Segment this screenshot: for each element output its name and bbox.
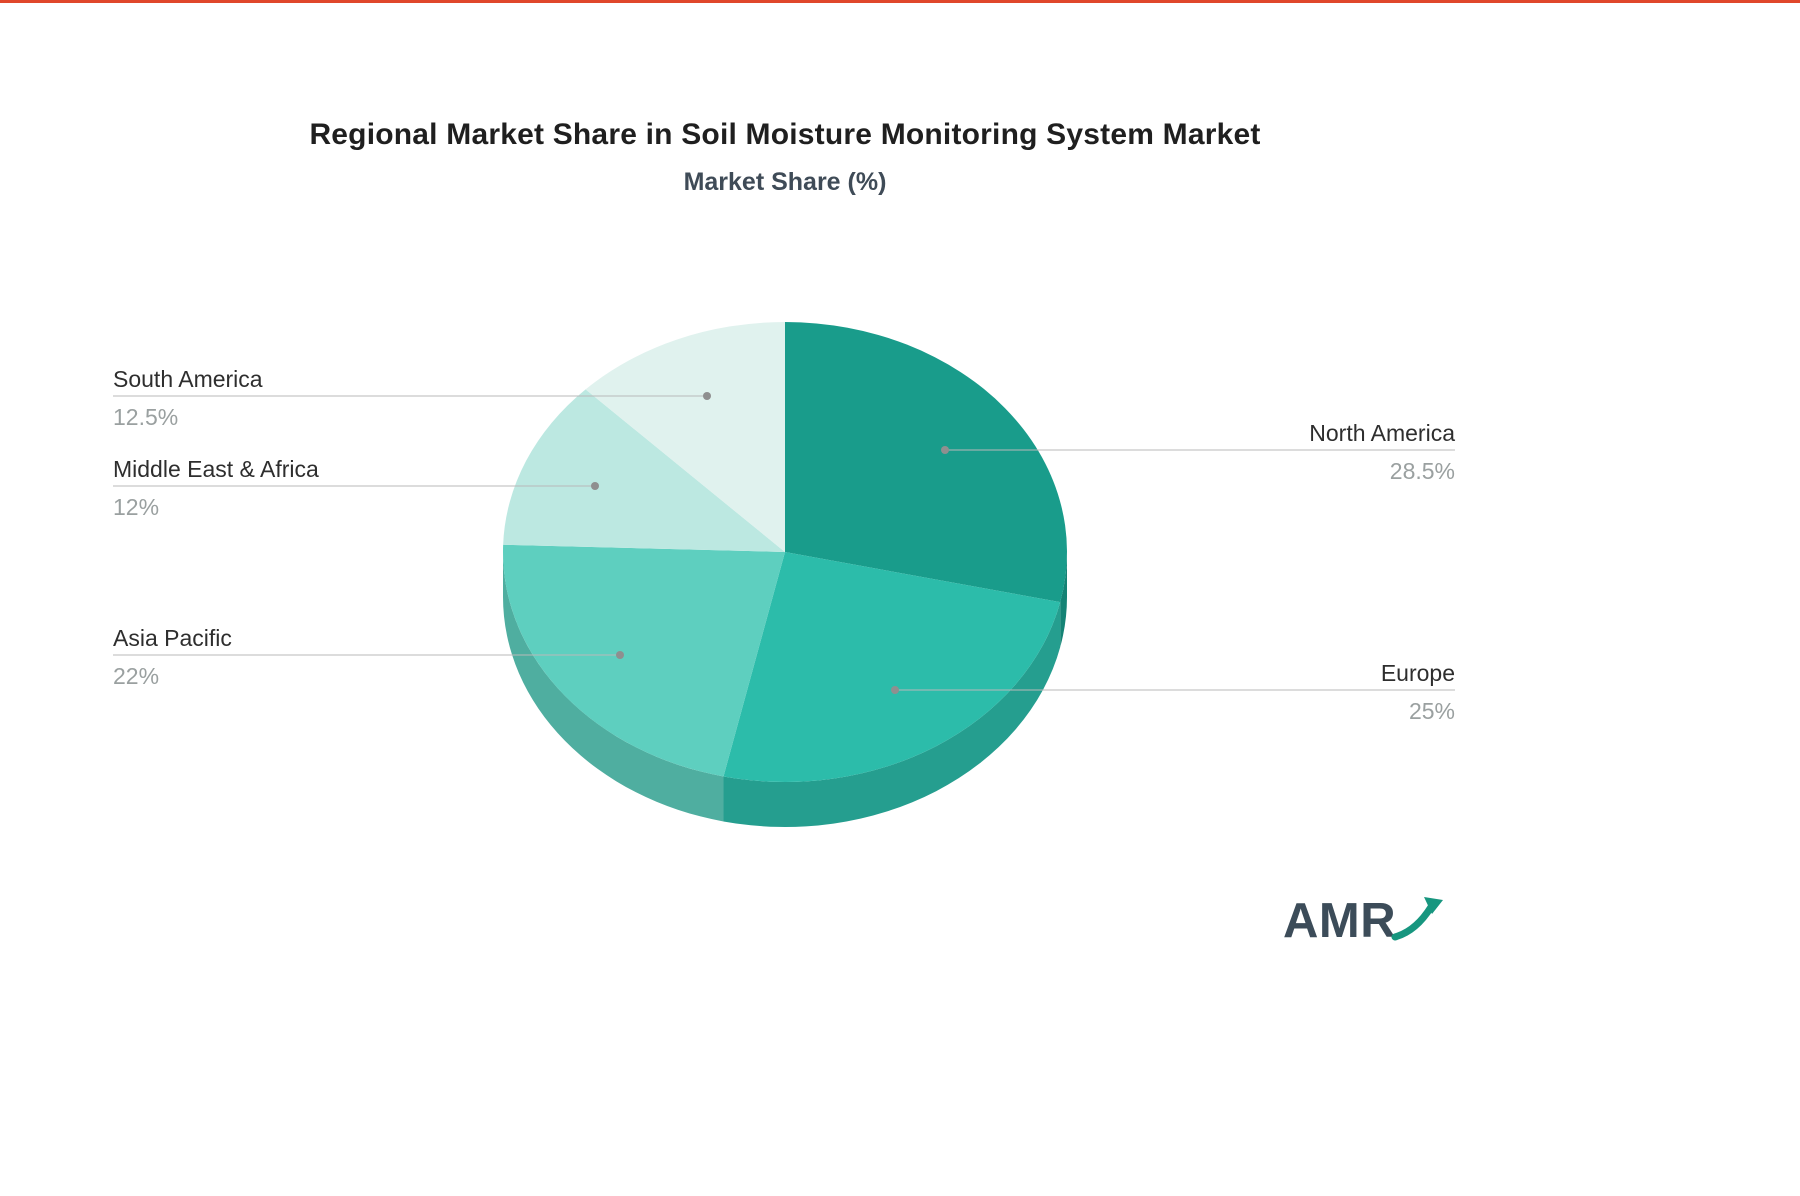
slice-label-south-america: South America — [113, 366, 263, 392]
amr-logo-text: AMR — [1283, 894, 1397, 948]
trend-up-arrow-icon — [1391, 897, 1443, 941]
chart-subtitle: Market Share (%) — [683, 168, 887, 196]
pie-slice-north-america[interactable] — [785, 322, 1067, 603]
top-accent-bar — [0, 0, 1800, 3]
slice-label-europe: Europe — [1380, 660, 1455, 686]
chart-title: Regional Market Share in Soil Moisture M… — [309, 118, 1261, 151]
slice-value-south-america: 12.5% — [113, 404, 179, 430]
leader-dot-middle-east-africa — [591, 482, 599, 490]
leader-dot-europe — [891, 686, 899, 694]
leader-dot-south-america — [703, 392, 711, 400]
slice-value-middle-east-africa: 12% — [113, 494, 160, 520]
slice-label-north-america: North America — [1309, 420, 1455, 446]
pie-slice-europe-side — [723, 602, 1061, 828]
pie-slice-asia-pacific-side — [503, 552, 724, 822]
slice-label-middle-east-africa: Middle East & Africa — [113, 456, 319, 482]
amr-logo: AMR — [1283, 893, 1453, 953]
pie-slice-middle-east-africa[interactable] — [503, 389, 785, 552]
pie-slice-europe[interactable] — [723, 552, 1061, 782]
slice-value-north-america: 28.5% — [1389, 458, 1455, 484]
pie-slice-south-america[interactable] — [585, 322, 785, 552]
slice-value-asia-pacific: 22% — [113, 663, 160, 689]
pie-slice-asia-pacific[interactable] — [503, 544, 785, 777]
slice-label-asia-pacific: Asia Pacific — [113, 625, 232, 651]
leader-dot-asia-pacific — [616, 651, 624, 659]
leader-dot-north-america — [941, 446, 949, 454]
slice-value-europe: 25% — [1408, 698, 1455, 724]
pie-slice-north-america-side — [1060, 552, 1067, 648]
